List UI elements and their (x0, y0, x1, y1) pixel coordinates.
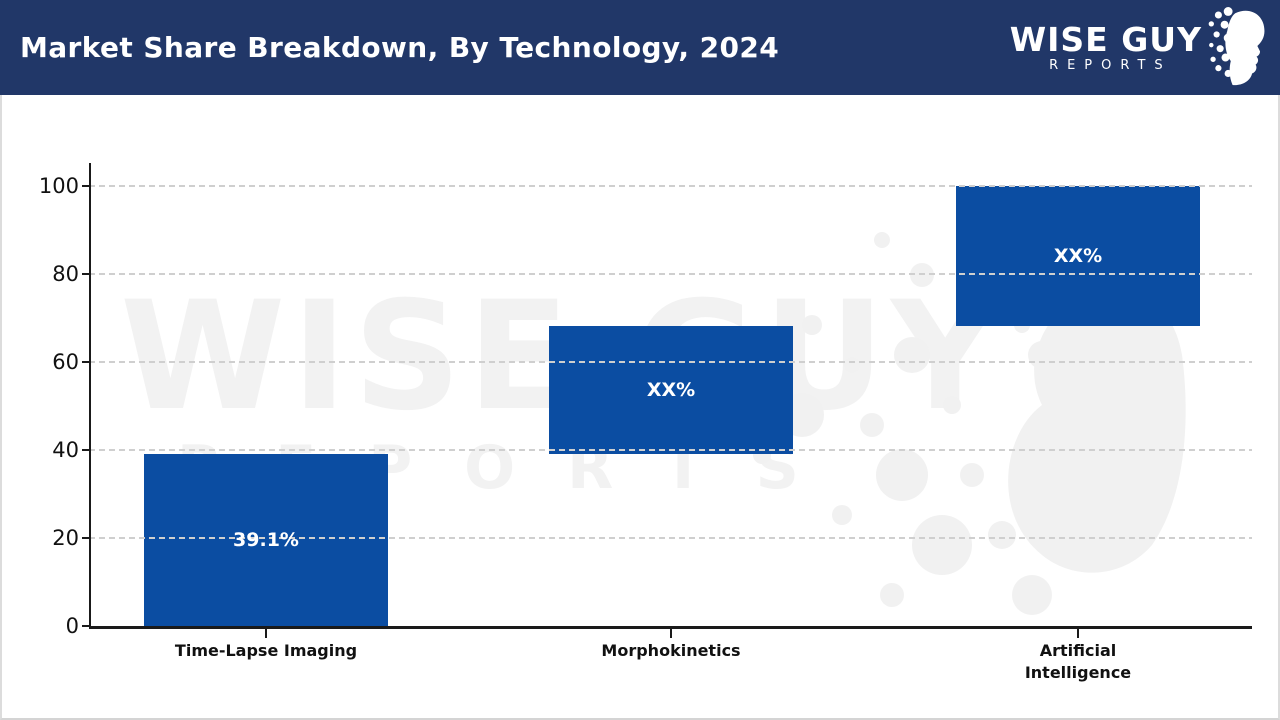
x-axis-tick (670, 629, 672, 638)
bar-value-label: XX% (646, 378, 696, 401)
x-axis-category-label: Artificial Intelligence (1024, 641, 1132, 683)
brand-logo-text: WISE GUY REPORTS (1009, 19, 1202, 73)
bar-value-label: XX% (1053, 244, 1103, 267)
y-axis-tick-label: 80 (52, 262, 79, 286)
gridline (89, 361, 1252, 363)
x-axis-category-label: Morphokinetics (601, 641, 741, 660)
bar-value-label: 39.1% (233, 528, 299, 551)
brand-subname: REPORTS (1049, 57, 1172, 73)
y-axis-tick (82, 185, 90, 187)
bar-segment (144, 453, 388, 626)
x-axis-spine (89, 626, 1252, 629)
face-profile-icon (1206, 5, 1268, 91)
chart-area: WISE GUY REPORTS 0 20 40 60 80 100 39.1% XX% XX%… (0, 95, 1280, 720)
x-axis-tick (265, 629, 267, 638)
bar-segment (549, 325, 793, 454)
y-axis-tick-label: 40 (52, 438, 79, 462)
page-title: Market Share Breakdown, By Technology, 2… (20, 31, 780, 64)
brand-name: WISE GUY (1009, 19, 1202, 59)
gridline (89, 537, 1252, 539)
y-axis-tick-label: 60 (52, 350, 79, 374)
gridline (89, 273, 1252, 275)
x-axis-tick (1077, 629, 1079, 638)
y-axis-tick (82, 273, 90, 275)
y-axis-tick-label: 20 (52, 526, 79, 550)
brand-logo: WISE GUY REPORTS (1010, 6, 1268, 90)
gridline (89, 185, 1252, 187)
y-axis-tick (82, 361, 90, 363)
y-axis-tick (82, 537, 90, 539)
y-axis-tick-label: 0 (65, 614, 79, 638)
header-banner: Market Share Breakdown, By Technology, 2… (0, 0, 1280, 95)
x-axis-category-label: Time-Lapse Imaging (174, 641, 358, 660)
y-axis-spine (89, 163, 91, 629)
gridline (89, 449, 1252, 451)
y-axis-tick (82, 625, 90, 627)
bar-segment (956, 186, 1200, 326)
y-axis-tick-label: 100 (38, 174, 79, 198)
y-axis-tick (82, 449, 90, 451)
